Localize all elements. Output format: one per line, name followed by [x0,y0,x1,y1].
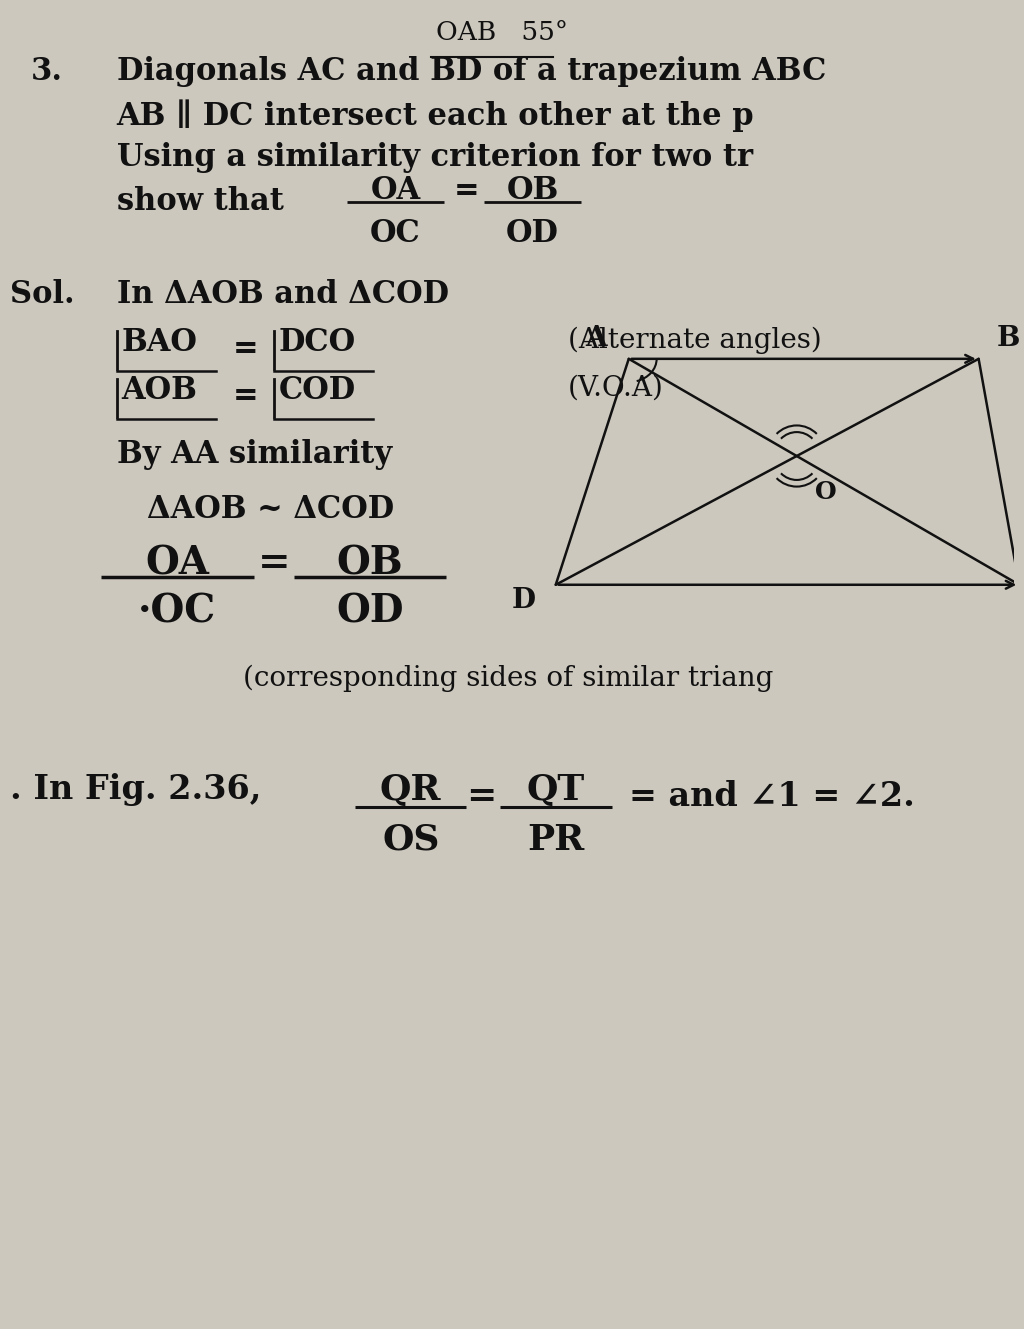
Text: Using a similarity criterion for two tr: Using a similarity criterion for two tr [117,142,753,173]
Text: OA: OA [145,545,210,583]
Text: Sol.: Sol. [10,279,75,310]
Text: =: = [233,334,259,364]
Text: (corresponding sides of similar triang: (corresponding sides of similar triang [244,664,774,692]
Text: (V.O.A): (V.O.A) [568,375,664,401]
Text: OA: OA [371,175,421,206]
Text: =: = [233,381,259,412]
Text: A: A [585,326,606,352]
Text: By AA similarity: By AA similarity [117,439,392,469]
Text: OAB   55°: OAB 55° [436,20,568,45]
Text: OD: OD [337,593,403,631]
Text: =: = [257,545,290,582]
Text: show that: show that [117,186,284,217]
Text: PR: PR [527,823,585,857]
Text: O: O [815,480,837,504]
Text: (Alternate angles): (Alternate angles) [568,327,821,355]
Text: ΔAOB ~ ΔCOD: ΔAOB ~ ΔCOD [147,494,394,525]
Text: AOB: AOB [122,375,198,405]
Text: OB: OB [506,175,558,206]
Text: ·OC: ·OC [138,593,217,631]
Text: BAO: BAO [122,327,198,358]
Text: QT: QT [526,773,585,808]
Text: =: = [467,779,497,813]
Text: . In Fig. 2.36,: . In Fig. 2.36, [10,773,261,807]
Text: DCO: DCO [279,327,356,358]
Text: Diagonals AC and BD of a trapezium ABC: Diagonals AC and BD of a trapezium ABC [117,56,826,86]
Text: = and ∠1 = ∠2.: = and ∠1 = ∠2. [629,780,914,812]
Text: OS: OS [382,823,439,857]
Text: OD: OD [506,218,559,249]
Text: D: D [511,587,536,614]
Text: 3.: 3. [31,56,62,86]
Text: QR: QR [380,773,441,808]
Text: AB ∥ DC intersect each other at the p: AB ∥ DC intersect each other at the p [117,100,755,133]
Text: In ΔAOB and ΔCOD: In ΔAOB and ΔCOD [117,279,449,310]
Text: =: = [454,175,479,207]
Text: OB: OB [337,545,403,583]
Text: OC: OC [370,218,421,249]
Text: B: B [997,326,1020,352]
Text: COD: COD [279,375,356,405]
